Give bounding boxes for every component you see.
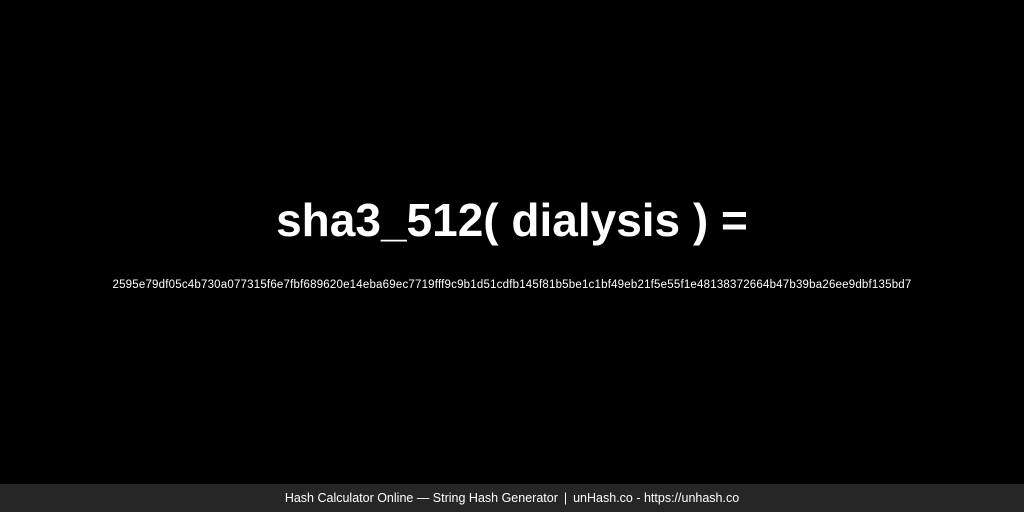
hash-expression-heading: sha3_512( dialysis ) = — [276, 193, 748, 247]
main-content: sha3_512( dialysis ) = 2595e79df05c4b730… — [0, 0, 1024, 484]
footer-bar: Hash Calculator Online — String Hash Gen… — [0, 484, 1024, 512]
footer-separator: | — [564, 491, 567, 505]
footer-text-right: unHash.co - https://unhash.co — [573, 491, 739, 505]
hash-output-value: 2595e79df05c4b730a077315f6e7fbf689620e14… — [112, 279, 911, 291]
footer-text-left: Hash Calculator Online — String Hash Gen… — [285, 491, 558, 505]
